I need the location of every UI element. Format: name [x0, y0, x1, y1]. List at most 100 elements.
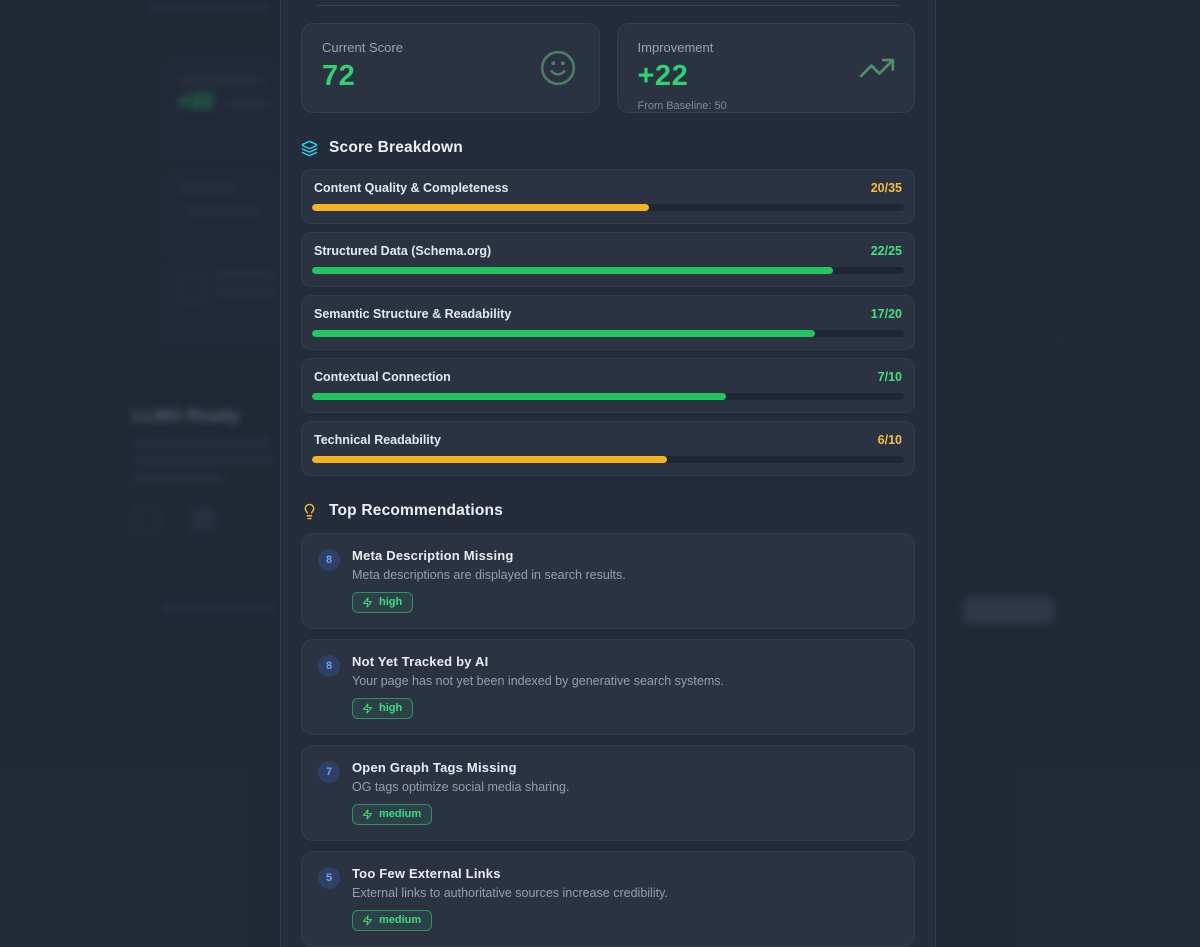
recommendation-description: Your page has not yet been indexed by ge… [352, 674, 724, 688]
recommendation-body: Too Few External Links External links to… [352, 866, 668, 931]
background-text-line [178, 76, 264, 85]
current-score-card: Current Score 72 [301, 23, 600, 113]
background-icon-box [133, 506, 159, 532]
background-footer-text [162, 604, 274, 612]
breakdown-label: Technical Readability [314, 433, 441, 447]
severity-badge: medium [352, 910, 433, 931]
breakdown-label: Contextual Connection [314, 370, 451, 384]
recommendation-card: 5 Too Few External Links External links … [301, 851, 915, 947]
breakdown-row: Contextual Connection 7/10 [301, 358, 915, 413]
panel-top-divider [317, 5, 899, 6]
severity-badge: high [352, 592, 414, 613]
recommendation-card: 7 Open Graph Tags Missing OG tags optimi… [301, 745, 915, 841]
recommendation-card: 8 Meta Description Missing Meta descript… [301, 533, 915, 629]
breakdown-row-head: Content Quality & Completeness 20/35 [312, 181, 904, 195]
background-text-line [133, 456, 275, 465]
breakdown-progress-track [312, 456, 904, 463]
layers-icon [301, 140, 318, 157]
breakdown-progress-track [312, 330, 904, 337]
breakdown-score: 22/25 [870, 244, 902, 258]
breakdown-progress-fill [312, 456, 668, 463]
breakdown-progress-track [312, 204, 904, 211]
severity-label: medium [379, 914, 422, 926]
recommendations-header: Top Recommendations [301, 502, 915, 520]
breakdown-score: 17/20 [870, 307, 902, 321]
impact-score-badge: 7 [318, 761, 340, 783]
recommendation-title: Too Few External Links [352, 866, 501, 881]
improvement-value: +22 [637, 60, 689, 92]
recommendation-card: 8 Not Yet Tracked by AI Your page has no… [301, 639, 915, 735]
background-text-line [226, 100, 270, 108]
breakdown-row-head: Technical Readability 6/10 [312, 433, 904, 447]
score-summary-row: Current Score 72 Improvement +22 From Ba… [301, 23, 915, 113]
improvement-label: Improvement [637, 40, 714, 55]
score-report-panel: Current Score 72 Improvement +22 From Ba… [280, 0, 936, 947]
breakdown-label: Content Quality & Completeness [314, 181, 509, 195]
bolt-icon [362, 808, 373, 820]
recommendation-body: Meta Description Missing Meta descriptio… [352, 548, 626, 613]
baseline-note: From Baseline: 50 [637, 100, 727, 112]
impact-score-badge: 5 [318, 867, 340, 889]
bolt-icon [362, 596, 373, 608]
background-divider [936, 345, 1200, 346]
background-text-line [216, 270, 274, 278]
breakdown-score: 7/10 [877, 370, 902, 384]
background-improvement-value: +22 [178, 90, 214, 113]
breakdown-progress-fill [312, 393, 727, 400]
smiley-icon [539, 49, 577, 87]
recommendation-body: Not Yet Tracked by AI Your page has not … [352, 654, 724, 719]
breakdown-progress-fill [312, 204, 650, 211]
recommendation-title: Not Yet Tracked by AI [352, 654, 489, 669]
severity-badge: high [352, 698, 414, 719]
background-button [963, 597, 1055, 624]
breakdown-row: Semantic Structure & Readability 17/20 [301, 295, 915, 350]
breakdown-row-head: Contextual Connection 7/10 [312, 370, 904, 384]
bolt-icon [362, 702, 373, 714]
background-text-line [150, 4, 268, 13]
breakdown-progress-track [312, 393, 904, 400]
severity-badge: medium [352, 804, 433, 825]
background-text-line [133, 474, 225, 483]
score-breakdown-list: Content Quality & Completeness 20/35 Str… [301, 169, 915, 476]
current-score-label: Current Score [322, 40, 403, 55]
bolt-icon [362, 914, 373, 926]
breakdown-row: Structured Data (Schema.org) 22/25 [301, 232, 915, 287]
recommendation-title: Meta Description Missing [352, 548, 514, 563]
breakdown-progress-fill [312, 267, 833, 274]
background-divider [0, 345, 280, 346]
breakdown-label: Semantic Structure & Readability [314, 307, 512, 321]
breakdown-progress-track [312, 267, 904, 274]
recommendation-description: OG tags optimize social media sharing. [352, 780, 570, 794]
severity-label: high [379, 702, 403, 714]
breakdown-row-head: Structured Data (Schema.org) 22/25 [312, 244, 904, 258]
background-text-line [133, 438, 269, 447]
severity-label: high [379, 596, 403, 608]
background-heading: LLMO Ready [133, 406, 240, 425]
score-breakdown-header: Score Breakdown [301, 139, 915, 157]
background-text-line [178, 183, 236, 192]
background-text-line [216, 288, 278, 296]
recommendation-description: External links to authoritative sources … [352, 886, 668, 900]
background-text-line [186, 206, 258, 215]
recommendations-list: 8 Meta Description Missing Meta descript… [301, 533, 915, 947]
background-icon-box [178, 276, 204, 302]
breakdown-progress-fill [312, 330, 816, 337]
breakdown-label: Structured Data (Schema.org) [314, 244, 492, 258]
breakdown-score: 6/10 [877, 433, 902, 447]
background-icon-box [190, 506, 216, 532]
breakdown-score: 20/35 [870, 181, 902, 195]
recommendations-title: Top Recommendations [329, 502, 504, 519]
score-breakdown-title: Score Breakdown [329, 139, 463, 156]
recommendation-description: Meta descriptions are displayed in searc… [352, 568, 626, 582]
impact-score-badge: 8 [318, 549, 340, 571]
current-score-value: 72 [322, 60, 356, 92]
severity-label: medium [379, 808, 422, 820]
lightbulb-icon [301, 503, 318, 520]
breakdown-row: Content Quality & Completeness 20/35 [301, 169, 915, 224]
impact-score-badge: 8 [318, 655, 340, 677]
recommendation-title: Open Graph Tags Missing [352, 760, 517, 775]
improvement-card: Improvement +22 From Baseline: 50 [616, 23, 915, 113]
trending-up-icon [858, 49, 896, 87]
recommendation-body: Open Graph Tags Missing OG tags optimize… [352, 760, 569, 825]
